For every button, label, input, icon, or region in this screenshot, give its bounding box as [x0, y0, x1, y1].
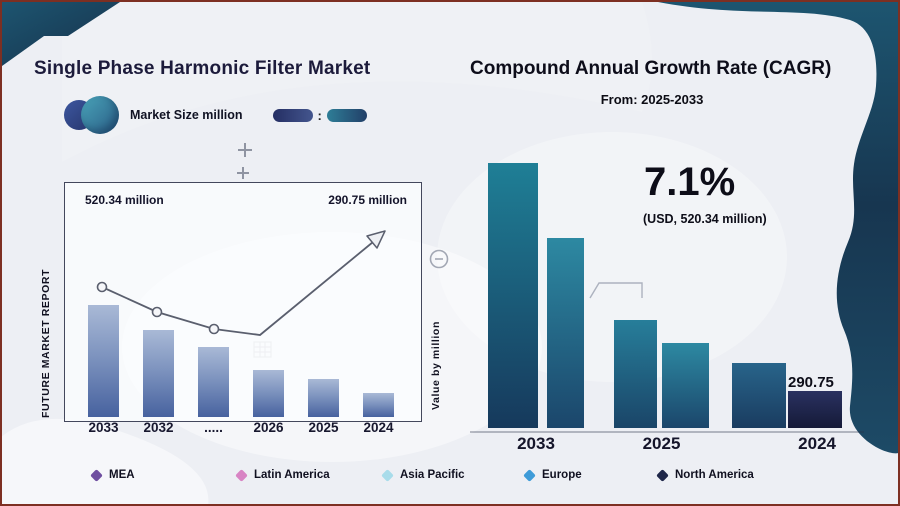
x-tick-label: 2026: [253, 420, 284, 435]
left-bar-group: 2033: [88, 305, 119, 440]
cagr-value: 7.1%: [644, 160, 736, 204]
diamond-icon: [656, 468, 669, 482]
cagr-period: From: 2025-2033: [600, 92, 704, 107]
blob-shape: [2, 418, 209, 504]
right-bars: 2033 2025 2024: [488, 163, 842, 454]
x-tick-label: 2024: [798, 434, 836, 453]
x-tick-label: 2025: [308, 420, 339, 435]
legend-label: Latin America: [254, 469, 330, 481]
market-size-label: Market Size million: [130, 108, 243, 122]
right-axis-side-label: Value by million: [430, 321, 442, 410]
legend-item: MEA: [90, 468, 135, 482]
bar: [788, 391, 842, 428]
left-axis-side-label: FUTURE MARKET REPORT: [40, 268, 52, 418]
right-panel-title: Compound Annual Growth Rate (CAGR): [470, 58, 832, 79]
bar: [488, 163, 538, 428]
left-bar-group: 2032: [143, 330, 174, 440]
legend-label: MEA: [109, 469, 135, 481]
legend-label: Europe: [542, 469, 582, 481]
diamond-icon: [90, 468, 103, 482]
legend-item: Europe: [523, 468, 582, 482]
legend-item: Latin America: [235, 468, 330, 482]
left-bar-group: 2025: [308, 379, 339, 440]
annotation-2024-value: 290.75 million: [328, 193, 407, 207]
bar: [88, 305, 119, 417]
right-chart-baseline: [470, 431, 864, 433]
left-bars: 2033 2032..... 2026 2025 2024: [88, 305, 394, 440]
right-bar-group: 2033: [488, 163, 584, 454]
bar: [363, 393, 394, 417]
x-tick-label: 2032: [143, 420, 174, 435]
corner-wedge-shape: [2, 2, 120, 66]
right-bar-group: 2025: [614, 320, 709, 454]
bar: [308, 379, 339, 417]
bar: [662, 343, 709, 428]
right-bar-group: 2024: [732, 363, 842, 454]
value-2024-label: 290.75: [788, 374, 834, 391]
step-line: [589, 282, 643, 299]
left-bar-group: .....: [198, 347, 229, 440]
plus-icon: [237, 143, 252, 179]
bar: [143, 330, 174, 417]
market-size-legend: Market Size million :: [64, 94, 367, 136]
diamond-icon: [523, 468, 536, 482]
x-tick-label: 2025: [642, 434, 681, 453]
pill-separator: :: [317, 107, 322, 123]
annotation-2033-value: 520.34 million: [85, 193, 164, 207]
bar: [614, 320, 657, 428]
legend-item: North America: [656, 468, 754, 482]
diamond-icon: [235, 468, 248, 482]
cylinder-icon: [64, 95, 122, 135]
legend-label: North America: [675, 469, 754, 481]
diamond-icon: [381, 468, 394, 482]
bar: [547, 238, 584, 428]
x-tick-label: 2033: [517, 434, 555, 453]
x-tick-label: .....: [204, 420, 223, 435]
swoosh-shape: [62, 2, 652, 162]
x-tick-label: 2033: [88, 420, 119, 435]
bar: [253, 370, 284, 417]
circle-minus-icon: [429, 249, 449, 269]
left-bar-group: 2024: [363, 393, 394, 440]
legend-item: Asia Pacific: [381, 468, 465, 482]
left-panel-title: Single Phase Harmonic Filter Market: [34, 58, 371, 79]
left-bar-group: 2026: [253, 370, 284, 440]
legend-label: Asia Pacific: [400, 469, 465, 481]
bar: [732, 363, 786, 428]
x-tick-label: 2024: [363, 420, 394, 435]
right-band-shape: [658, 2, 898, 454]
pill-decoration-navy: [272, 108, 313, 122]
bar: [198, 347, 229, 417]
cagr-basis-note: (USD, 520.34 million): [643, 212, 767, 226]
pill-decoration-teal: [326, 108, 367, 122]
